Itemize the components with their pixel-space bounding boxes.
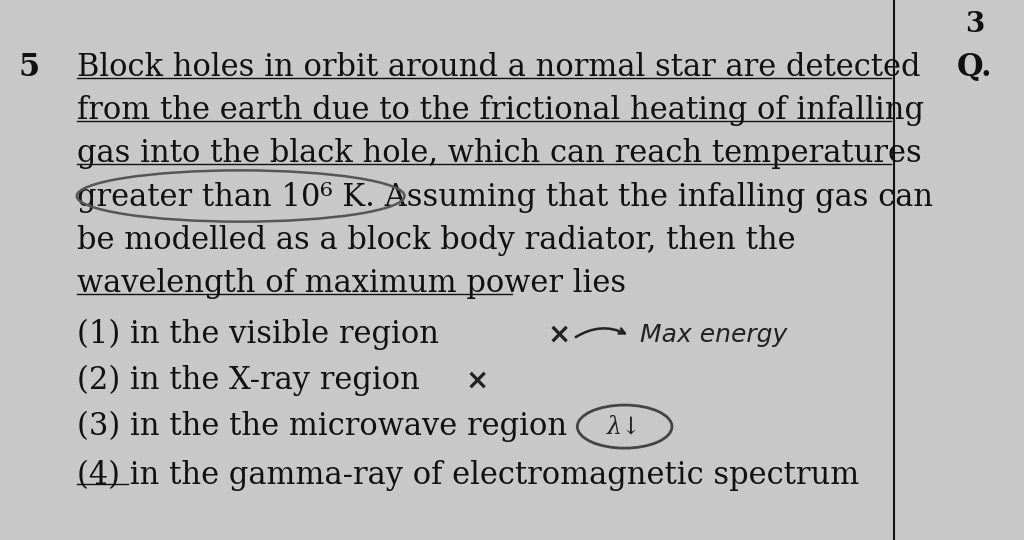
Text: from the earth due to the frictional heating of infalling: from the earth due to the frictional hea… <box>77 95 924 126</box>
Text: Max energy: Max energy <box>640 323 787 347</box>
Text: (3) in the the microwave region: (3) in the the microwave region <box>77 411 567 442</box>
Text: wavelength of maximum power lies: wavelength of maximum power lies <box>77 268 626 299</box>
Text: greater than 10⁶ K. Assuming that the infalling gas can: greater than 10⁶ K. Assuming that the in… <box>77 181 933 213</box>
Text: (4) in the gamma-ray of electromagnetic spectrum: (4) in the gamma-ray of electromagnetic … <box>77 460 859 491</box>
Text: 5: 5 <box>18 52 39 83</box>
Text: 3: 3 <box>966 11 984 38</box>
Text: (1) in the visible region: (1) in the visible region <box>77 319 439 350</box>
Text: gas into the black hole, which can reach temperatures: gas into the black hole, which can reach… <box>77 138 922 170</box>
Text: be modelled as a block body radiator, then the: be modelled as a block body radiator, th… <box>77 225 796 256</box>
Text: λ↓: λ↓ <box>607 415 642 438</box>
Text: ×: × <box>548 321 571 349</box>
Text: Q.: Q. <box>957 52 992 83</box>
Text: (2) in the X-ray region: (2) in the X-ray region <box>77 365 420 396</box>
Text: ×: × <box>466 367 489 395</box>
Text: Block holes in orbit around a normal star are detected: Block holes in orbit around a normal sta… <box>77 52 921 83</box>
